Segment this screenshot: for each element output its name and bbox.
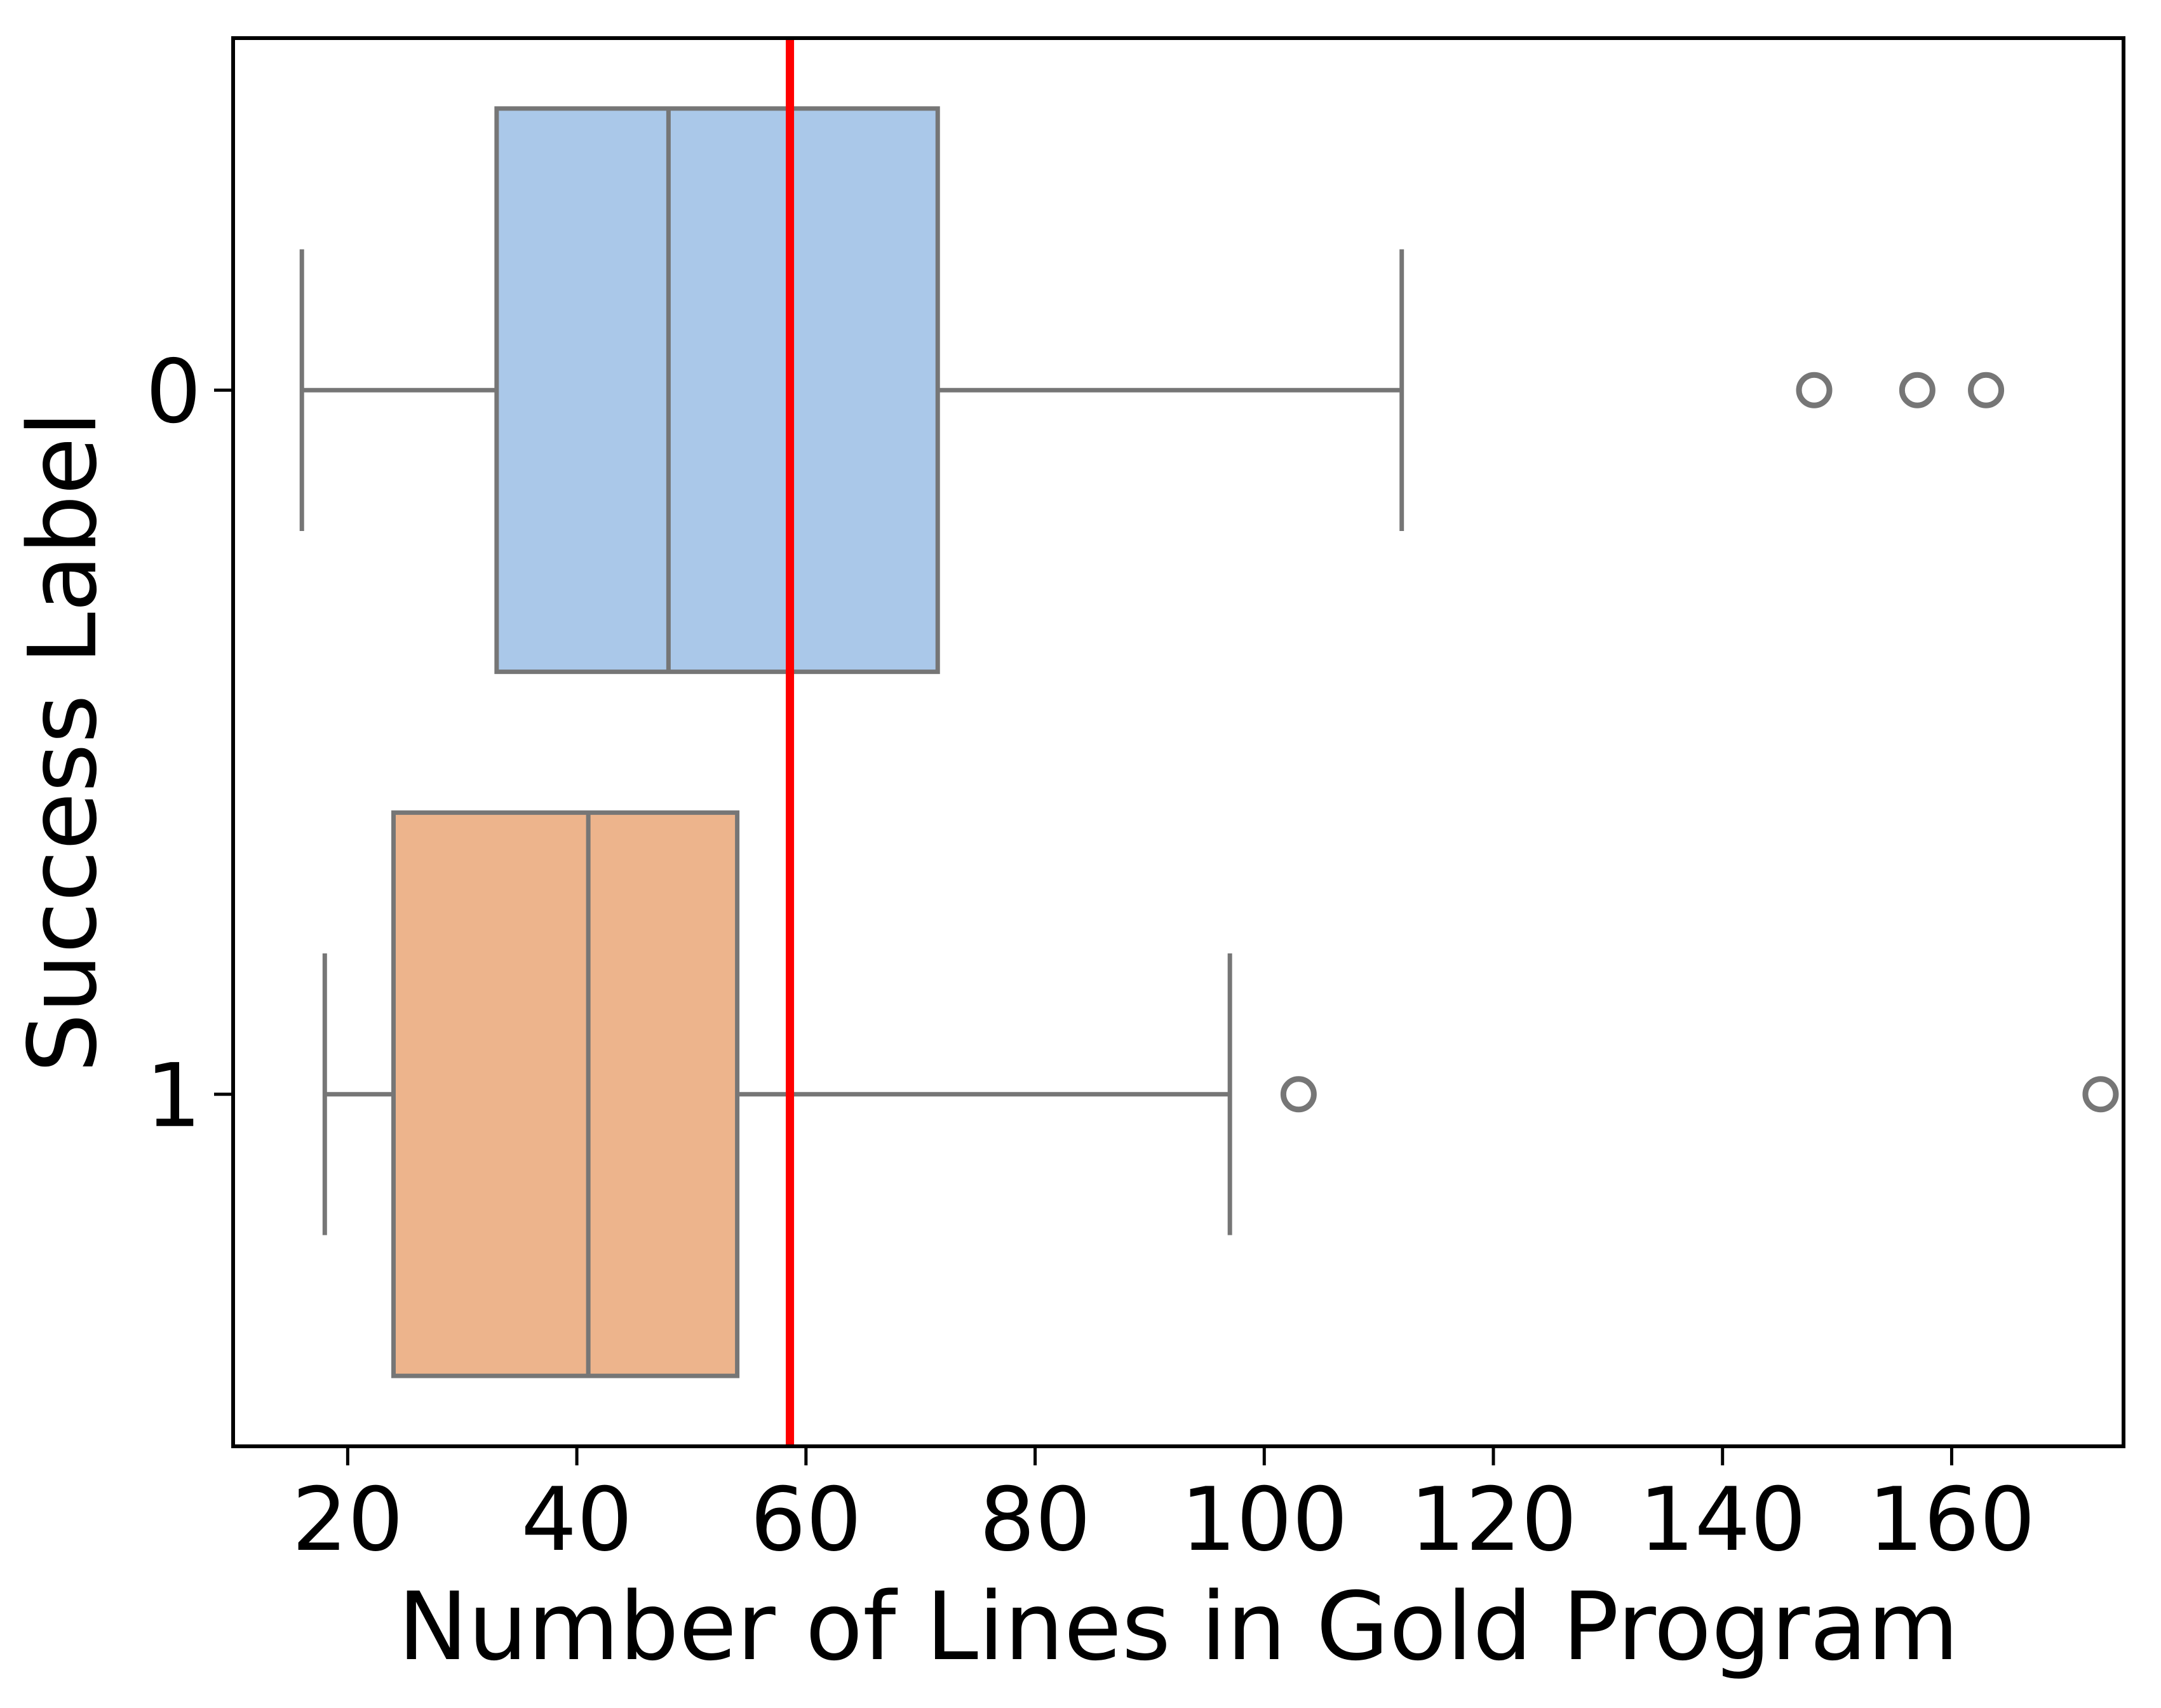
- x-tick-label: 160: [1868, 1469, 2035, 1571]
- y-tick-label: 0: [145, 340, 201, 443]
- x-tick-label: 40: [521, 1469, 633, 1571]
- outlier-marker-0: [1899, 372, 1935, 408]
- y-axis-label: Success Label: [8, 411, 118, 1073]
- outlier-marker-1: [1280, 1076, 1317, 1113]
- plot-border: [231, 36, 2125, 1448]
- x-tick-label: 60: [750, 1469, 862, 1571]
- box-1: [391, 810, 740, 1378]
- x-tick-label: 80: [980, 1469, 1091, 1571]
- x-tick-label: 20: [292, 1469, 404, 1571]
- outlier-marker-0: [1796, 372, 1833, 408]
- outlier-marker-1: [2082, 1076, 2119, 1113]
- outlier-marker-0: [1968, 372, 2005, 408]
- axis-ticks-layer: 20 40 60 80 100 120 140 160 0 1: [145, 340, 2035, 1571]
- boxes-layer: [299, 106, 2119, 1378]
- box-0: [494, 106, 940, 675]
- x-tick-label: 120: [1410, 1469, 1577, 1571]
- x-tick-label: 100: [1181, 1469, 1348, 1571]
- x-tick-label: 140: [1639, 1469, 1806, 1571]
- x-axis-label: Number of Lines in Gold Program: [398, 1572, 1959, 1681]
- y-tick-label: 1: [145, 1045, 201, 1147]
